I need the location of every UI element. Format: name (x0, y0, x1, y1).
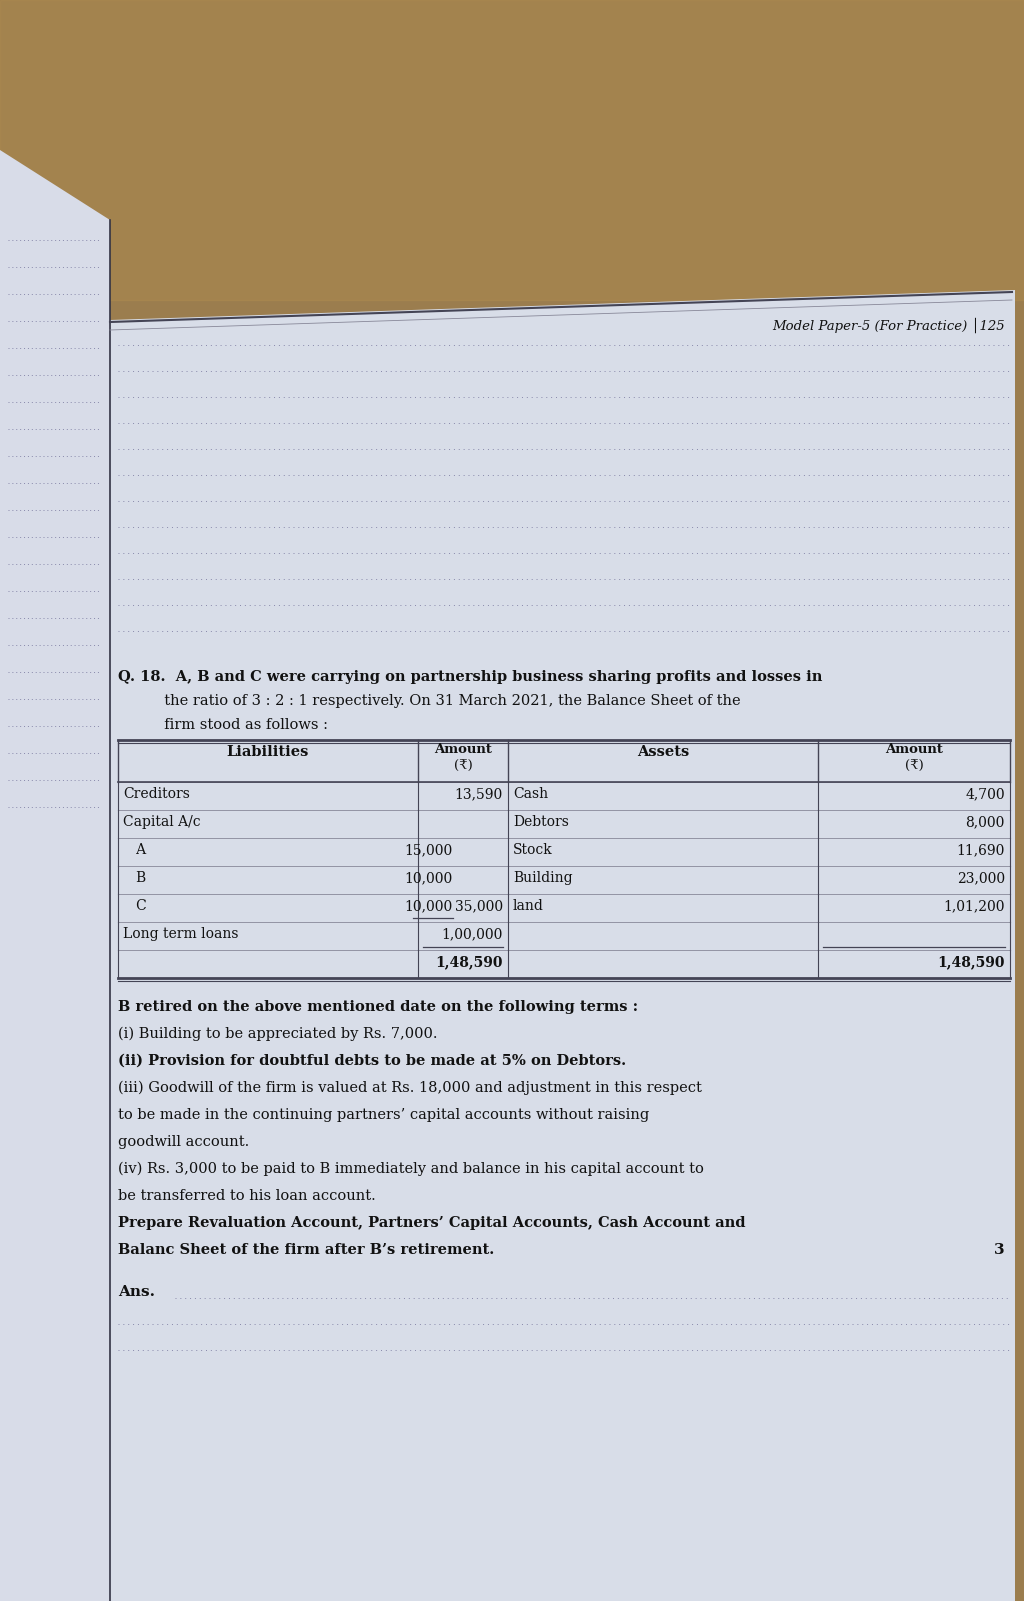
Text: Capital A/c: Capital A/c (123, 815, 201, 829)
Text: Liabilities: Liabilities (226, 744, 309, 759)
Text: 15,000: 15,000 (404, 844, 453, 857)
Text: Long term loans: Long term loans (123, 927, 239, 941)
Text: Prepare Revaluation Account, Partners’ Capital Accounts, Cash Account and: Prepare Revaluation Account, Partners’ C… (118, 1217, 745, 1230)
Text: Q. 18.  A, B and C were carrying on partnership business sharing profits and los: Q. 18. A, B and C were carrying on partn… (118, 669, 822, 684)
Text: to be made in the continuing partners’ capital accounts without raising: to be made in the continuing partners’ c… (118, 1108, 649, 1122)
Polygon shape (110, 290, 1015, 1601)
Text: Balanc Sheet of the firm after B’s retirement.: Balanc Sheet of the firm after B’s retir… (118, 1242, 495, 1257)
Text: Cash: Cash (513, 788, 548, 800)
Text: be transferred to his loan account.: be transferred to his loan account. (118, 1190, 376, 1202)
Text: A: A (123, 844, 146, 857)
Text: 35,000: 35,000 (455, 900, 503, 913)
Text: Building: Building (513, 871, 572, 885)
Text: 13,590: 13,590 (455, 788, 503, 800)
Text: (ii) Provision for doubtful debts to be made at 5% on Debtors.: (ii) Provision for doubtful debts to be … (118, 1053, 626, 1068)
Text: B retired on the above mentioned date on the following terms :: B retired on the above mentioned date on… (118, 1001, 638, 1013)
Text: firm stood as follows :: firm stood as follows : (118, 717, 328, 732)
Text: (iii) Goodwill of the firm is valued at Rs. 18,000 and adjustment in this respec: (iii) Goodwill of the firm is valued at … (118, 1081, 701, 1095)
Text: Ans.: Ans. (118, 1286, 155, 1298)
Text: 10,000: 10,000 (404, 871, 453, 885)
Text: goodwill account.: goodwill account. (118, 1135, 249, 1150)
Text: (₹): (₹) (904, 760, 924, 773)
Text: C: C (123, 900, 146, 913)
Text: 1,00,000: 1,00,000 (441, 927, 503, 941)
Text: Model Paper-5 (For Practice) │125: Model Paper-5 (For Practice) │125 (772, 319, 1005, 333)
Polygon shape (0, 150, 110, 1601)
Text: 4,700: 4,700 (966, 788, 1005, 800)
Text: Debtors: Debtors (513, 815, 569, 829)
Text: 8,000: 8,000 (966, 815, 1005, 829)
Text: 10,000: 10,000 (404, 900, 453, 913)
Bar (0, 0, 1024, 610)
Text: Creditors: Creditors (123, 788, 189, 800)
Text: 1,01,200: 1,01,200 (943, 900, 1005, 913)
Text: Stock: Stock (513, 844, 553, 857)
Text: B: B (123, 871, 146, 885)
Text: 23,000: 23,000 (956, 871, 1005, 885)
Text: (i) Building to be appreciated by Rs. 7,000.: (i) Building to be appreciated by Rs. 7,… (118, 1026, 437, 1041)
Text: Assets: Assets (637, 744, 689, 759)
Text: 1,48,590: 1,48,590 (435, 956, 503, 969)
Text: land: land (513, 900, 544, 913)
Text: the ratio of 3 : 2 : 1 respectively. On 31 March 2021, the Balance Sheet of the: the ratio of 3 : 2 : 1 respectively. On … (118, 693, 740, 708)
Text: (₹): (₹) (454, 760, 472, 773)
Text: 3: 3 (994, 1242, 1005, 1257)
Text: Amount: Amount (434, 743, 492, 756)
Bar (0, 0, 1024, 299)
Text: 1,48,590: 1,48,590 (938, 956, 1005, 969)
Text: (iv) Rs. 3,000 to be paid to B immediately and balance in his capital account to: (iv) Rs. 3,000 to be paid to B immediate… (118, 1162, 703, 1177)
Text: Amount: Amount (885, 743, 943, 756)
Text: 11,690: 11,690 (956, 844, 1005, 857)
